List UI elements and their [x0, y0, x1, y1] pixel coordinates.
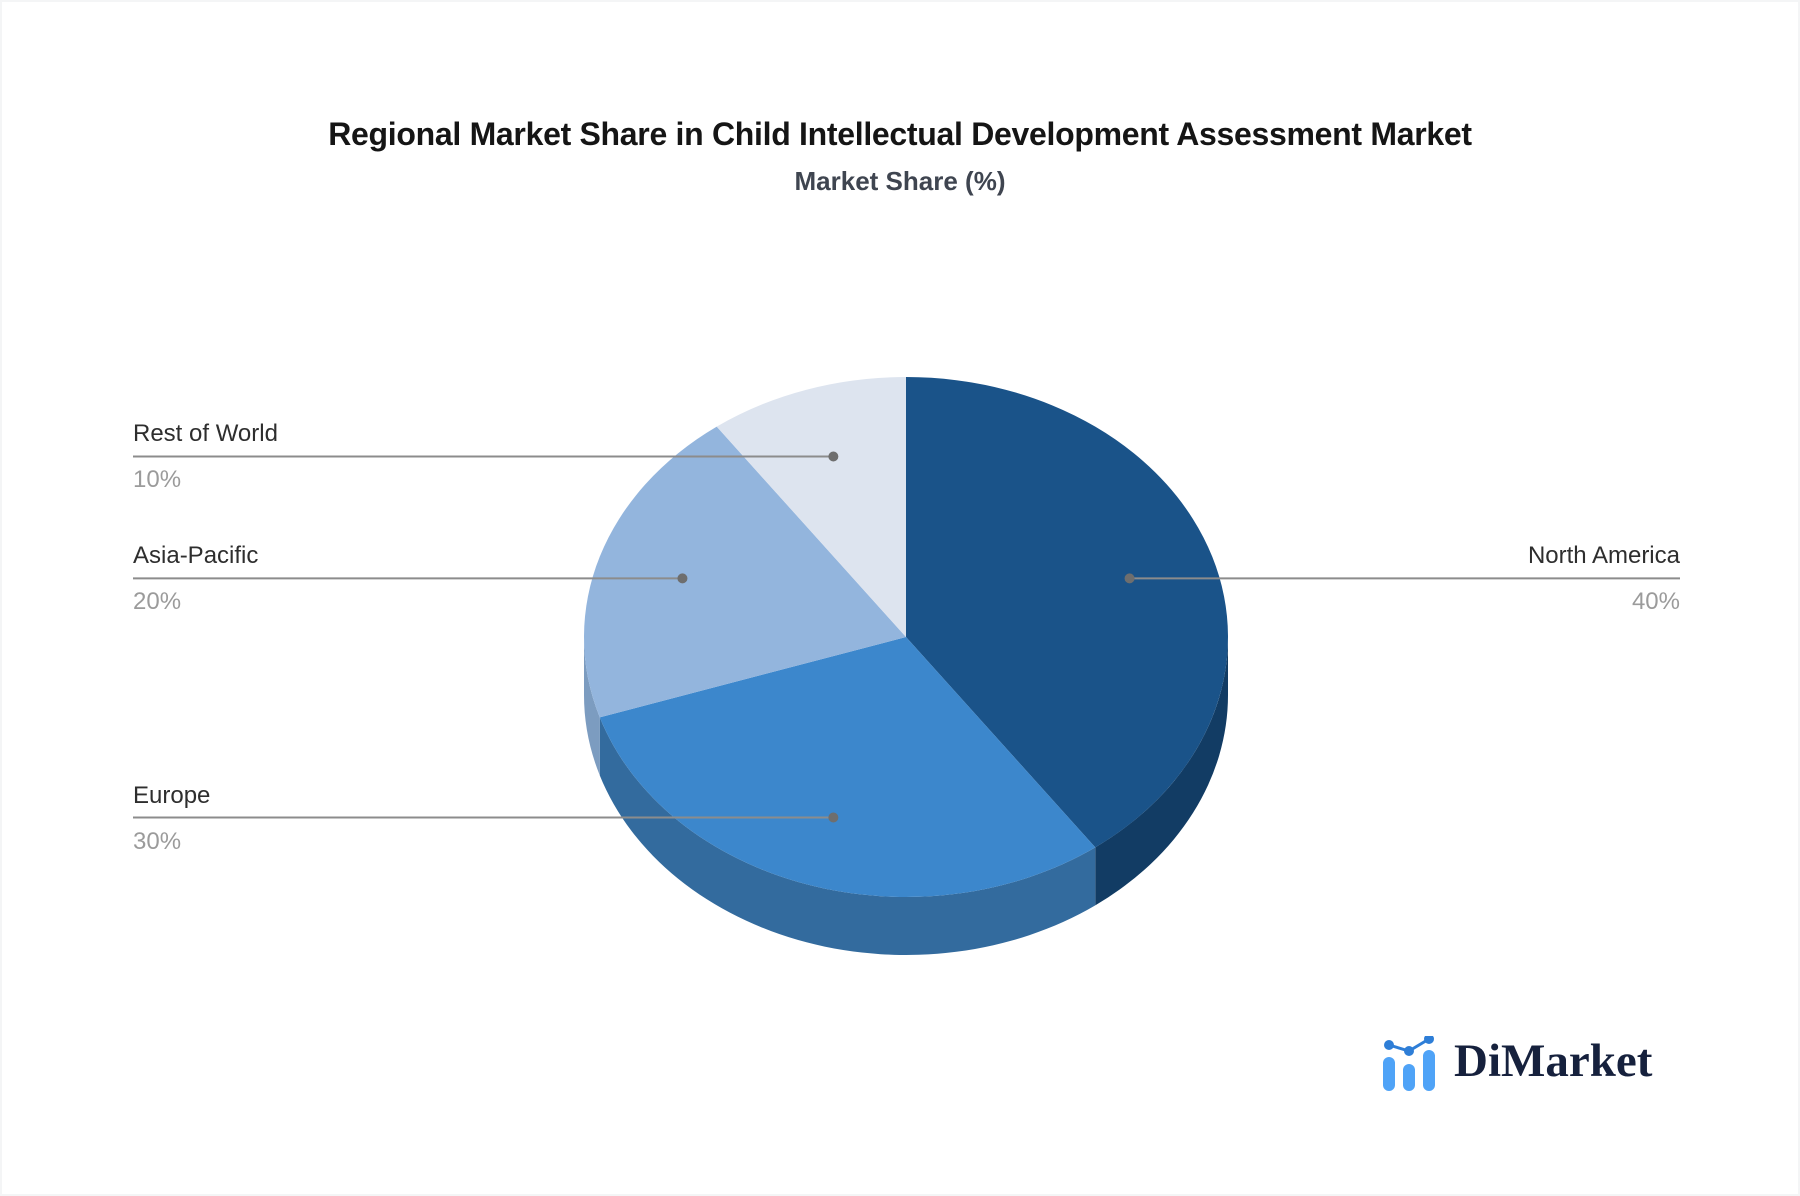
bar-line-chart-icon	[1383, 1036, 1435, 1091]
slice-category-label-north-america: North America	[1527, 542, 1680, 570]
slice-category-label-europe: Europe	[133, 781, 211, 809]
slice-value-label-north-america: 40%	[1631, 588, 1680, 616]
leader-dot-north-america	[1124, 573, 1135, 584]
leader-dot-europe	[828, 812, 839, 823]
pie-slice-side-europe	[599, 717, 1096, 955]
slice-value-label-europe: 30%	[133, 827, 182, 855]
pie-slice-asia-pacific[interactable]	[584, 426, 906, 718]
leader-dot-asia-pacific	[677, 573, 688, 584]
brand-logo-text: DiMarket	[1454, 1034, 1653, 1087]
leader-dot-rest-of-world	[828, 451, 839, 462]
slice-value-label-rest-of-world: 10%	[133, 466, 182, 494]
pie-slice-north-america[interactable]	[906, 377, 1228, 848]
brand-logo: DiMarket	[1382, 1036, 1652, 1092]
pie-slice-side-north-america	[1095, 637, 1228, 906]
chart-title: Regional Market Share in Child Intellect…	[328, 116, 1472, 152]
slice-value-label-asia-pacific: 20%	[133, 588, 182, 616]
slice-category-label-asia-pacific: Asia-Pacific	[133, 542, 259, 570]
chart-subtitle: Market Share (%)	[794, 166, 1006, 196]
pie-slice-side-asia-pacific	[584, 637, 600, 776]
pie-slice-rest-of-world[interactable]	[716, 377, 906, 637]
slice-category-label-rest-of-world: Rest of World	[133, 420, 278, 448]
pie-slice-europe[interactable]	[599, 637, 1096, 897]
